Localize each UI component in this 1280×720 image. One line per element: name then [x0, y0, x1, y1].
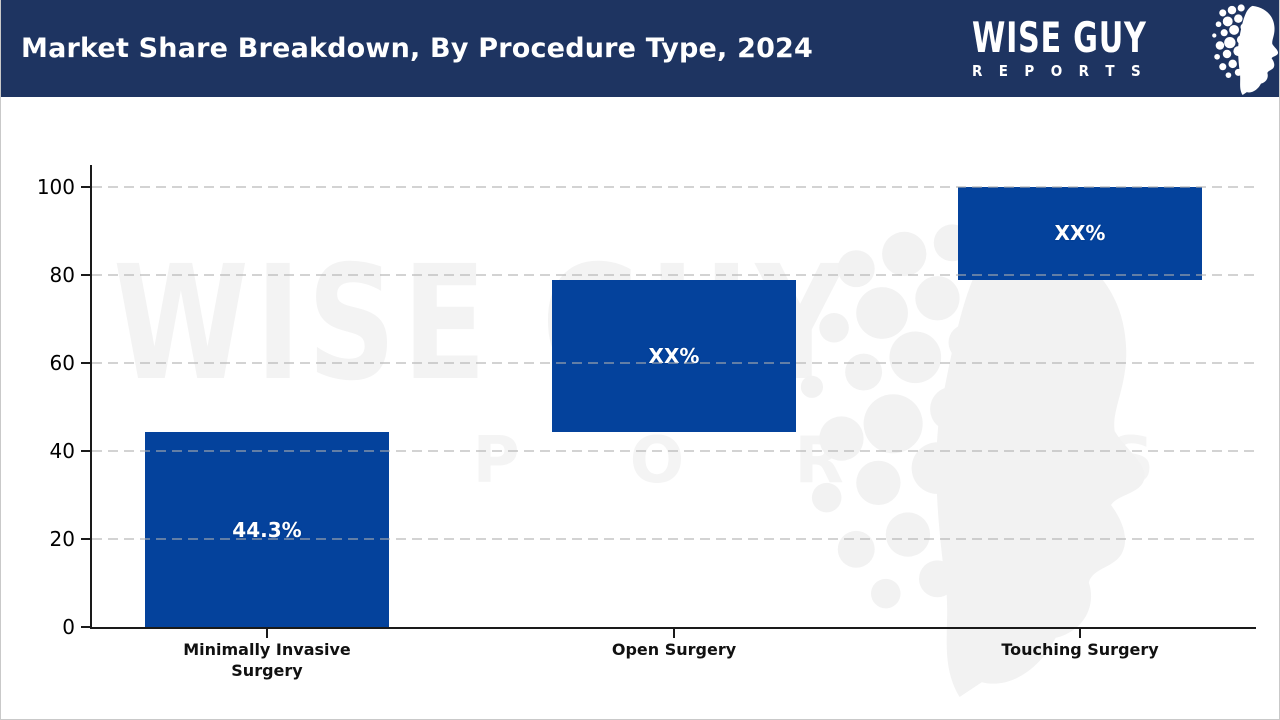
bar-segment: 44.3%: [145, 432, 389, 627]
y-axis-tick: [81, 362, 90, 364]
gridline: [92, 274, 1256, 276]
logo-text: WISE GUY R E P O R T S: [972, 13, 1215, 81]
x-axis-tick: [673, 629, 675, 638]
x-axis-category-label: Touching Surgery: [1001, 640, 1159, 659]
y-axis-tick: [81, 538, 90, 540]
y-axis-tick-label: 20: [49, 527, 75, 551]
y-axis-tick: [81, 626, 90, 628]
x-axis-category-label: Open Surgery: [611, 640, 737, 659]
bar-value-label: 44.3%: [232, 517, 302, 542]
wiseguy-logo: WISE GUY R E P O R T S: [972, 0, 1279, 97]
wiseguy-face-icon: [1212, 3, 1279, 95]
gridline: [92, 186, 1256, 188]
y-axis-tick: [81, 186, 90, 188]
x-axis-tick: [1079, 629, 1081, 638]
y-axis-tick-label: 80: [49, 263, 75, 287]
y-axis-tick: [81, 274, 90, 276]
header-bar: Market Share Breakdown, By Procedure Typ…: [1, 0, 1279, 97]
y-axis-tick-label: 60: [49, 351, 75, 375]
y-axis-tick: [81, 450, 90, 452]
bar-value-label: XX%: [1054, 221, 1106, 246]
gridline: [92, 538, 1256, 540]
page-title: Market Share Breakdown, By Procedure Typ…: [21, 33, 814, 64]
y-axis-tick-label: 40: [49, 439, 75, 463]
bar-value-label: XX%: [648, 343, 700, 368]
y-axis-tick-label: 100: [36, 175, 75, 199]
chart: WISE GUY R E P O R T S 0 20 40 60 80 100 44.3%…: [1, 97, 1279, 719]
gridline: [92, 450, 1256, 452]
y-axis-tick-label: 0: [62, 615, 75, 639]
logo-subtitle: R E P O R T S: [972, 62, 1148, 80]
x-axis-tick: [266, 629, 268, 638]
bar-segment: XX%: [552, 279, 796, 433]
gridline: [92, 362, 1256, 364]
bar-segment: XX%: [958, 187, 1202, 280]
plot-area: 0 20 40 60 80 100 44.3% XX% XX% Minimally Invasiv…: [37, 165, 1256, 680]
x-axis-category-label: Minimally Invasive Surgery: [183, 640, 351, 680]
logo-wordmark: WISE GUY: [972, 13, 1148, 62]
